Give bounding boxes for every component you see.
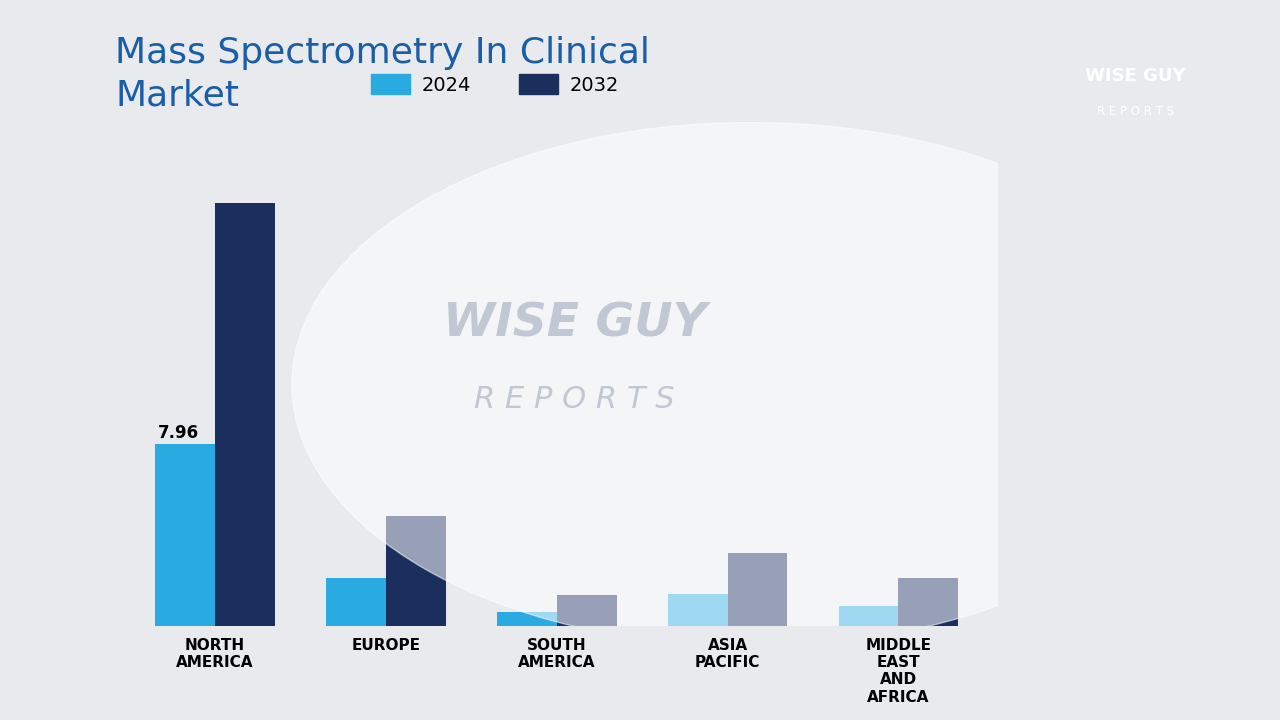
- Bar: [497, 611, 557, 626]
- Bar: [557, 595, 617, 626]
- Circle shape: [292, 122, 1211, 647]
- Bar: [215, 202, 275, 626]
- Text: Mass Spectrometry In Clinical
Market: Mass Spectrometry In Clinical Market: [115, 36, 650, 112]
- Bar: [838, 606, 899, 626]
- Bar: [899, 578, 959, 626]
- Bar: [155, 444, 215, 626]
- Legend: 2024, 2032: 2024, 2032: [364, 67, 627, 103]
- Text: WISE GUY: WISE GUY: [443, 302, 707, 346]
- Text: 7.96: 7.96: [157, 425, 198, 443]
- Bar: [668, 594, 727, 626]
- Bar: [387, 516, 445, 626]
- Bar: [326, 578, 387, 626]
- Text: WISE GUY: WISE GUY: [1085, 67, 1185, 85]
- Text: R E P O R T S: R E P O R T S: [1097, 105, 1174, 118]
- Text: R E P O R T S: R E P O R T S: [474, 385, 675, 414]
- Bar: [727, 553, 787, 626]
